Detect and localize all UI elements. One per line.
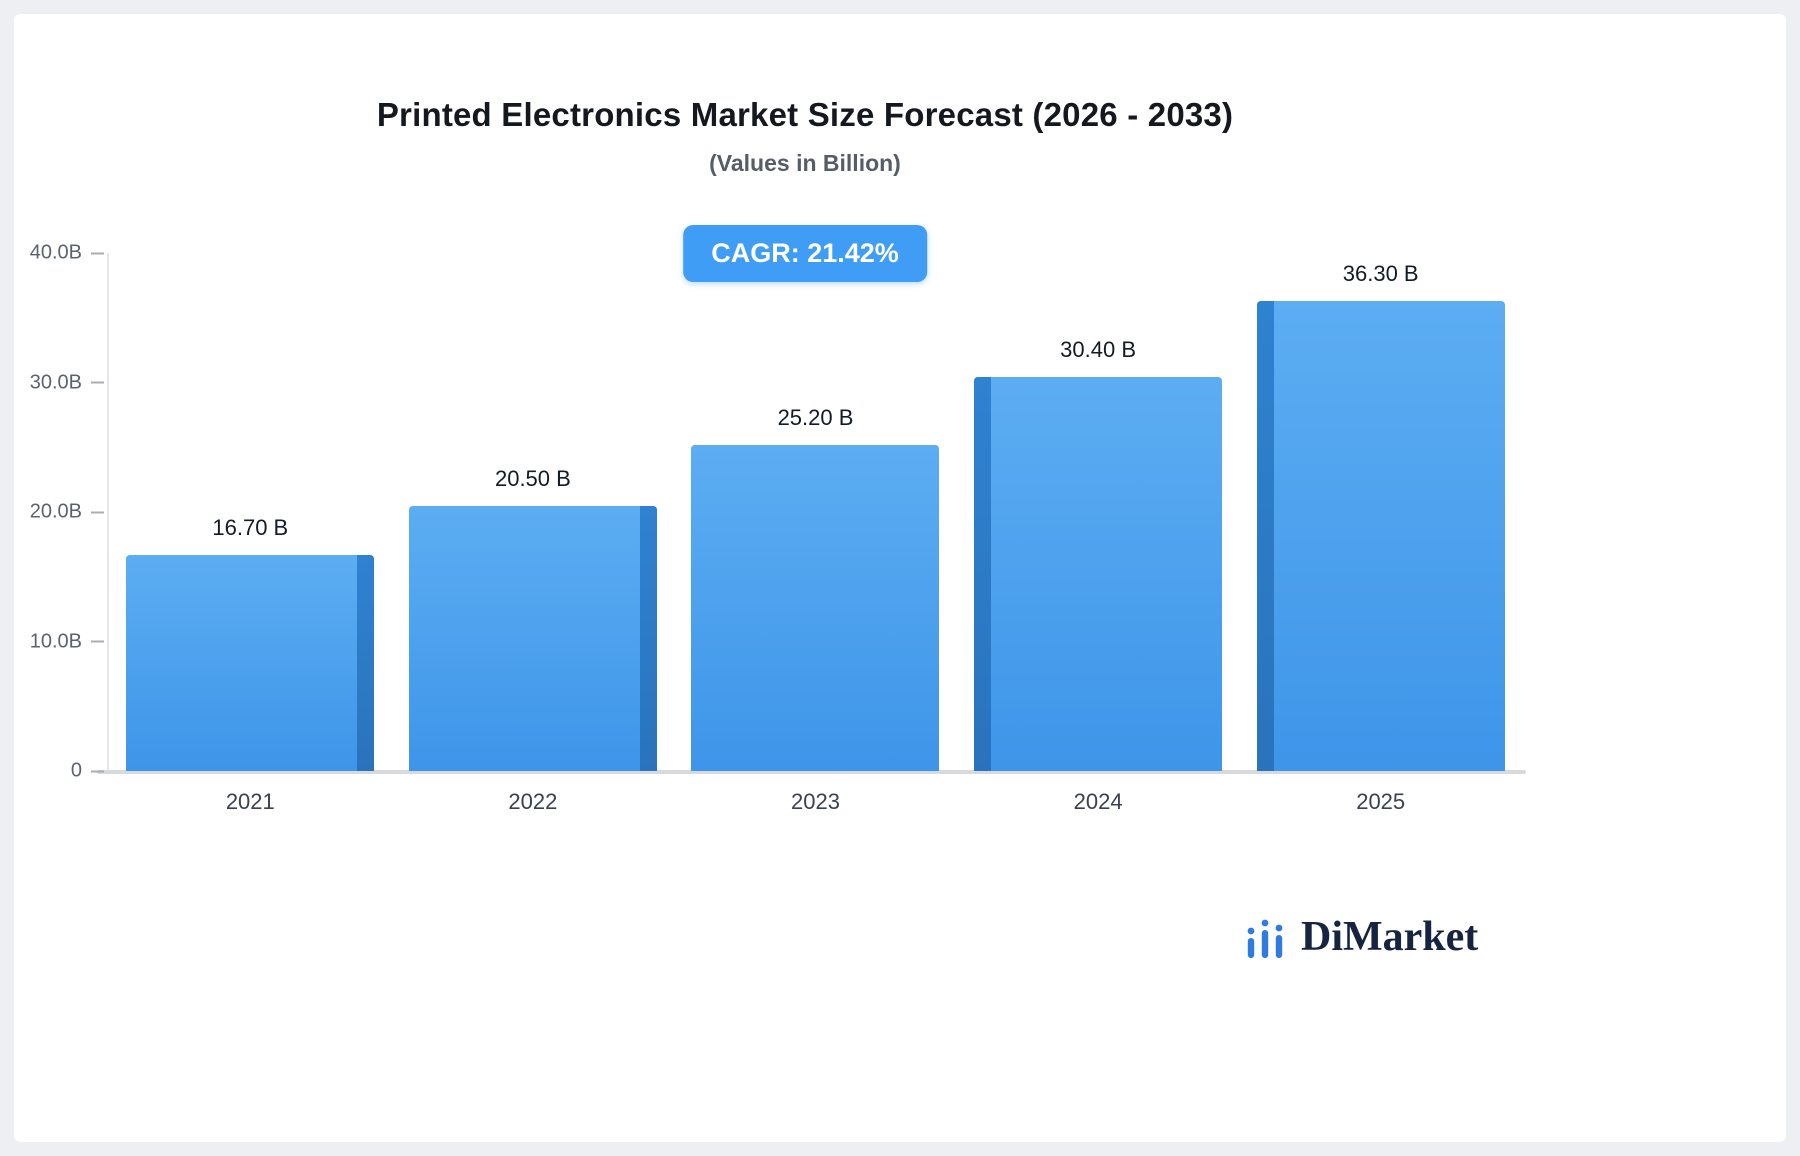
bar-chart-icon (1242, 914, 1288, 960)
bar (1256, 300, 1505, 771)
y-axis-tick-label: 0 (70, 759, 82, 782)
y-axis-tick: 0 (12, 760, 104, 783)
y-axis-tick-mark (91, 770, 104, 772)
bar (974, 377, 1223, 771)
brand-logo: DiMarket (1242, 914, 1478, 960)
y-axis-tick-mark (91, 252, 104, 254)
chart-subtitle: (Values in Billion) (709, 150, 901, 176)
bar-slot: 16.70 B 2021 (109, 253, 392, 814)
y-axis-tick-label: 30.0B (29, 371, 82, 393)
bar-value-label: 16.70 B (212, 514, 289, 540)
y-axis-tick: 20.0B (12, 501, 104, 524)
bar-slot: 20.50 B 2022 (392, 253, 675, 814)
x-axis-label: 2021 (225, 789, 275, 814)
x-axis-label: 2024 (1073, 789, 1123, 814)
chart-title: Printed Electronics Market Size Forecast… (376, 96, 1234, 133)
x-axis-label: 2023 (791, 789, 840, 814)
y-axis-tick-mark (91, 511, 104, 513)
cagr-badge: CAGR: 21.42% (683, 225, 927, 282)
chart-card: Printed Electronics Market Size Forecast… (14, 14, 1786, 1142)
bar-value-label: 36.30 B (1342, 260, 1419, 286)
bar-side-shading (639, 505, 657, 771)
bar-value-label: 25.20 B (777, 404, 854, 430)
bar-slot: 36.30 B 2025 (1239, 253, 1522, 814)
bar-side-shading (357, 554, 375, 771)
y-axis-tick-mark (91, 640, 104, 643)
x-axis-baseline (97, 770, 1526, 774)
y-axis-tick: 40.0B (12, 242, 104, 265)
y-axis-tick-label: 20.0B (29, 500, 82, 523)
bar-slot: 25.20 B 2023 (674, 253, 957, 814)
bar (691, 444, 940, 771)
x-axis-label: 2025 (1356, 789, 1406, 814)
bar-slot: 30.40 B 2024 (957, 253, 1240, 814)
bar-value-label: 20.50 B (494, 465, 571, 491)
bar-side-shading (974, 377, 992, 771)
x-axis-label: 2022 (508, 789, 558, 814)
bar-value-label: 30.40 B (1060, 337, 1137, 363)
y-axis-tick-label: 40.0B (29, 241, 82, 264)
bar-side-shading (1256, 300, 1274, 771)
bar (408, 505, 657, 771)
brand-logo-text: DiMarket (1301, 914, 1479, 960)
bar (126, 554, 375, 771)
y-axis-tick: 30.0B (12, 371, 104, 394)
y-axis-tick-label: 10.0B (29, 630, 82, 652)
y-axis-tick: 10.0B (12, 630, 104, 653)
y-axis-tick-mark (91, 381, 104, 384)
